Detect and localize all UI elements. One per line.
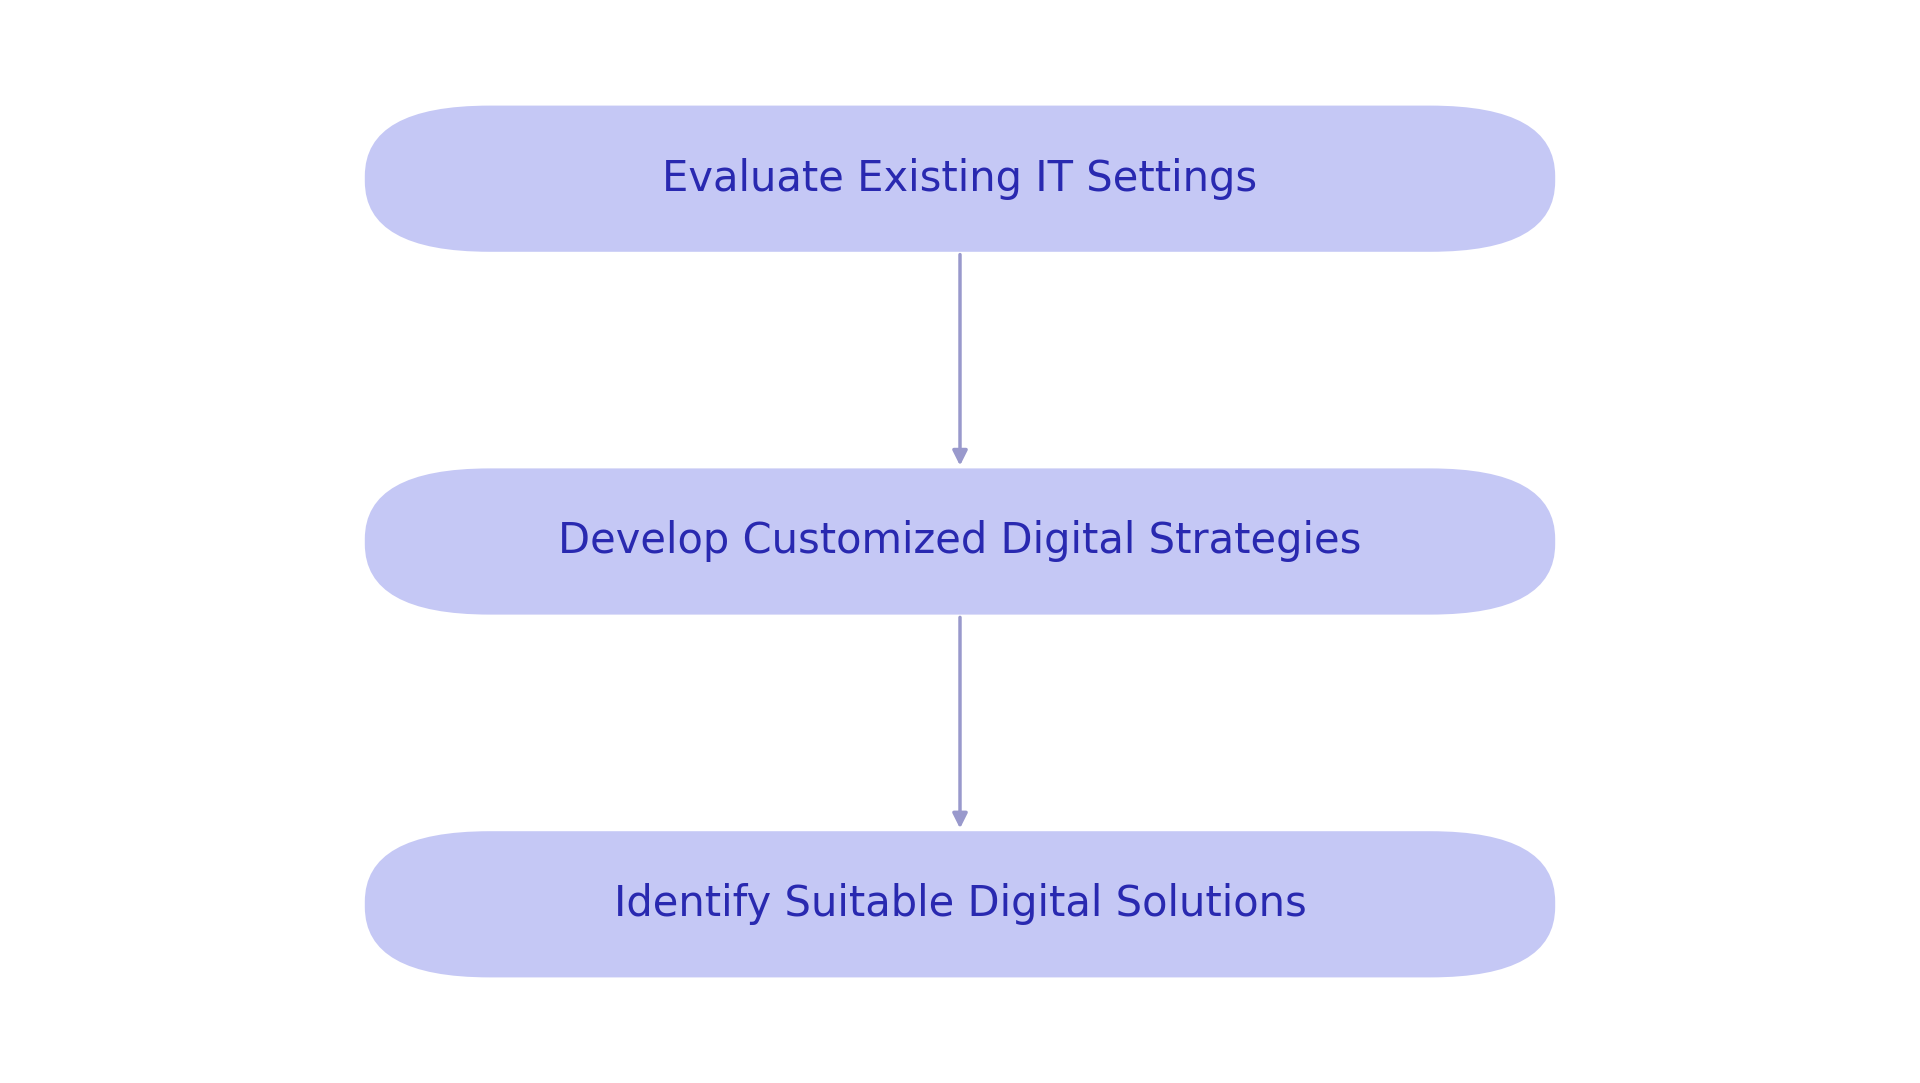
Text: Develop Customized Digital Strategies: Develop Customized Digital Strategies bbox=[559, 521, 1361, 562]
Text: Evaluate Existing IT Settings: Evaluate Existing IT Settings bbox=[662, 158, 1258, 199]
Text: Identify Suitable Digital Solutions: Identify Suitable Digital Solutions bbox=[614, 884, 1306, 925]
FancyBboxPatch shape bbox=[365, 469, 1555, 615]
FancyBboxPatch shape bbox=[365, 106, 1555, 252]
FancyBboxPatch shape bbox=[365, 832, 1555, 977]
